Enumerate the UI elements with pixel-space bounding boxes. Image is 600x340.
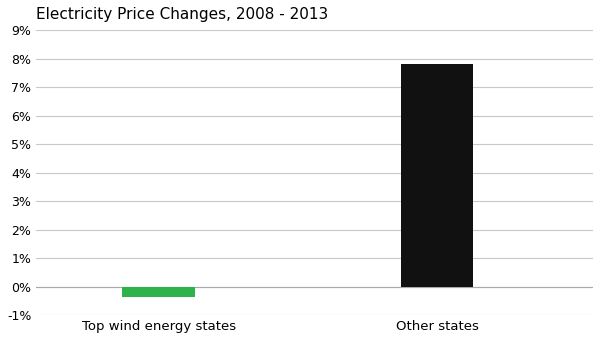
- Bar: [122, 287, 195, 297]
- Bar: [401, 64, 473, 287]
- Text: Electricity Price Changes, 2008 - 2013: Electricity Price Changes, 2008 - 2013: [36, 7, 328, 22]
